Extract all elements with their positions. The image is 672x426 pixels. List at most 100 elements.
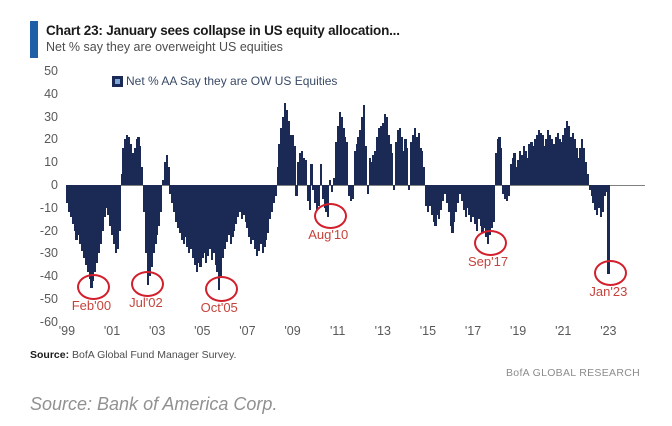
bar	[411, 134, 415, 185]
bar	[178, 185, 181, 233]
bar	[284, 102, 287, 185]
bar	[393, 185, 396, 190]
bar	[310, 164, 313, 185]
bar	[348, 185, 351, 197]
bar	[567, 125, 571, 185]
bar	[468, 185, 471, 215]
bar	[246, 185, 249, 229]
bar	[143, 185, 146, 213]
bar	[276, 166, 279, 185]
bar	[519, 150, 522, 185]
bar	[408, 185, 411, 190]
bar	[287, 121, 290, 185]
bar	[167, 166, 170, 185]
bar	[218, 185, 221, 290]
bar	[75, 185, 78, 240]
bar	[515, 166, 518, 185]
y-axis-tick-label: -20	[39, 223, 58, 238]
annotation-label: Sep'17	[468, 254, 509, 270]
bar	[208, 185, 212, 249]
legend: Net % AA Say they are OW US Equities	[112, 74, 337, 88]
bar	[302, 157, 306, 185]
bar	[453, 185, 456, 222]
bar	[558, 139, 561, 185]
bar	[186, 185, 189, 247]
bar	[212, 185, 215, 254]
bar	[107, 185, 110, 215]
bar	[406, 148, 409, 185]
bar	[301, 150, 304, 185]
bar	[432, 185, 435, 222]
bar	[248, 185, 251, 238]
bar	[566, 121, 569, 185]
annotation-circle	[131, 271, 165, 298]
bar	[84, 185, 87, 265]
bar	[295, 185, 298, 197]
bar	[223, 185, 227, 249]
bar	[293, 146, 296, 185]
bar	[81, 185, 84, 252]
bar	[160, 185, 163, 213]
bar	[334, 141, 337, 185]
x-axis-tick-label: '09	[284, 324, 301, 338]
bar	[564, 127, 567, 185]
bar	[150, 185, 153, 268]
bar	[285, 109, 289, 185]
chart-subtitle: Net % say they are overweight US equitie…	[46, 40, 283, 54]
y-axis-tick-label: 30	[44, 109, 58, 124]
bar	[205, 185, 208, 263]
bar	[96, 185, 99, 263]
bar	[385, 116, 388, 185]
bar	[573, 139, 576, 185]
y-axis-tick-label: 0	[51, 178, 58, 192]
source-label: Source:	[30, 349, 70, 361]
bar	[67, 185, 71, 213]
bar	[530, 141, 533, 185]
bar	[596, 185, 599, 215]
bar	[455, 185, 458, 213]
bar	[304, 159, 307, 185]
bar	[374, 150, 377, 185]
bar	[231, 185, 234, 238]
bar	[577, 157, 580, 185]
image-caption: Source: Bank of America Corp.	[30, 394, 278, 414]
bar	[210, 185, 213, 261]
bar	[148, 185, 151, 277]
bar	[569, 137, 572, 185]
bar	[299, 153, 302, 185]
bar	[353, 150, 356, 185]
bar	[378, 127, 381, 185]
bar	[340, 116, 343, 185]
y-axis-tick-label: -60	[39, 314, 58, 329]
bar	[396, 130, 400, 185]
bar	[436, 185, 439, 215]
bar	[551, 139, 554, 185]
bar	[101, 185, 104, 231]
bar	[267, 185, 270, 233]
bar	[139, 146, 142, 185]
bar	[312, 185, 315, 190]
bar	[438, 185, 441, 220]
bar	[451, 185, 454, 233]
bar	[485, 185, 488, 238]
bar	[131, 153, 134, 185]
y-axis-tick-label: -30	[39, 246, 58, 261]
bar	[500, 148, 503, 185]
bar	[387, 134, 390, 185]
bar	[111, 185, 114, 236]
x-axis-tick-label: '99	[58, 324, 76, 338]
bar	[133, 148, 136, 185]
bar	[77, 185, 80, 236]
bar	[554, 137, 557, 185]
y-axis-tick-label: 10	[44, 155, 58, 170]
bar	[129, 143, 133, 185]
bar	[331, 185, 334, 192]
bar	[594, 185, 597, 211]
bar	[114, 185, 118, 254]
bar	[549, 134, 552, 185]
bar	[165, 155, 168, 185]
bar	[252, 185, 255, 240]
bar	[381, 123, 384, 185]
bar	[137, 137, 140, 185]
